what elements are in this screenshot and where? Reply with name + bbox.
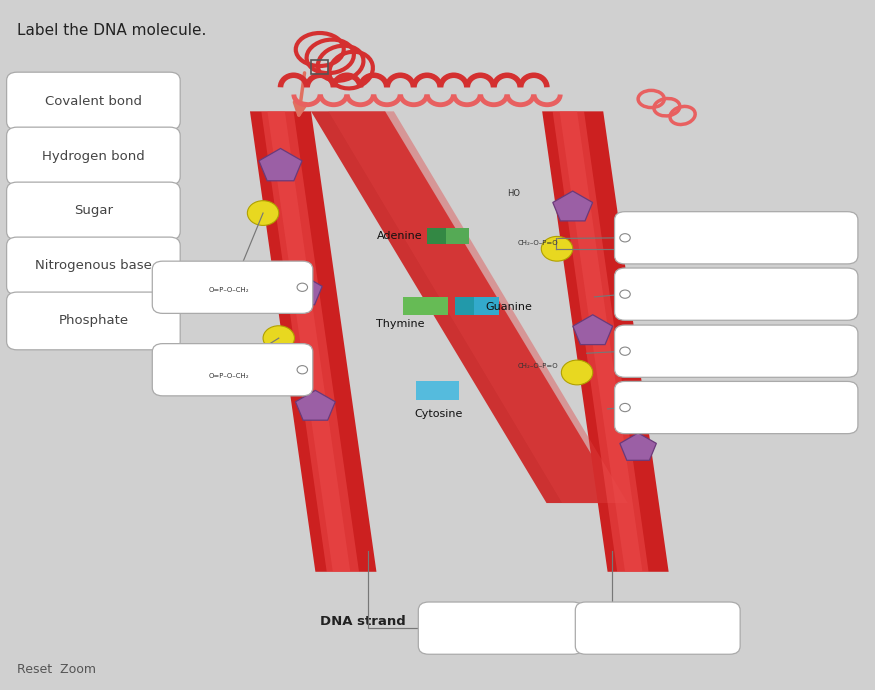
Text: Opposite
DNA strand: Opposite DNA strand: [593, 607, 679, 635]
Text: Sugar: Sugar: [74, 204, 113, 217]
Text: Adenine: Adenine: [376, 231, 422, 241]
Polygon shape: [402, 297, 448, 315]
Polygon shape: [542, 111, 668, 572]
Polygon shape: [416, 382, 459, 400]
Text: O=P–O–CH₂: O=P–O–CH₂: [209, 373, 249, 379]
FancyBboxPatch shape: [7, 127, 180, 185]
Polygon shape: [455, 297, 481, 315]
Polygon shape: [620, 433, 656, 460]
Circle shape: [542, 237, 573, 261]
FancyBboxPatch shape: [575, 602, 740, 654]
FancyBboxPatch shape: [614, 382, 858, 433]
Text: Nitrogenous base: Nitrogenous base: [35, 259, 152, 273]
FancyBboxPatch shape: [7, 72, 180, 130]
FancyBboxPatch shape: [614, 268, 858, 320]
FancyBboxPatch shape: [7, 182, 180, 240]
Polygon shape: [446, 228, 469, 244]
Text: Label the DNA molecule.: Label the DNA molecule.: [18, 23, 206, 39]
Text: CH₂–O–P=O: CH₂–O–P=O: [517, 363, 558, 368]
Polygon shape: [328, 111, 627, 503]
FancyBboxPatch shape: [7, 237, 180, 295]
Polygon shape: [250, 111, 376, 572]
Circle shape: [298, 283, 307, 291]
Circle shape: [620, 347, 630, 355]
Polygon shape: [268, 111, 350, 572]
Polygon shape: [553, 111, 648, 572]
Polygon shape: [262, 111, 359, 572]
Circle shape: [562, 360, 592, 385]
Text: Hydrogen bond: Hydrogen bond: [42, 150, 144, 163]
Text: Cytosine: Cytosine: [414, 408, 462, 419]
Polygon shape: [573, 315, 612, 344]
Text: O=P–O–CH₂: O=P–O–CH₂: [209, 287, 249, 293]
FancyBboxPatch shape: [152, 261, 312, 313]
Polygon shape: [311, 111, 620, 503]
Text: Covalent bond: Covalent bond: [45, 95, 142, 108]
Polygon shape: [259, 148, 302, 181]
Text: Reset  Zoom: Reset Zoom: [18, 663, 96, 676]
FancyBboxPatch shape: [614, 325, 858, 377]
FancyBboxPatch shape: [614, 212, 858, 264]
Polygon shape: [474, 297, 499, 315]
Circle shape: [620, 234, 630, 242]
Text: DNA strand: DNA strand: [320, 615, 406, 628]
Text: Phosphate: Phosphate: [59, 315, 129, 328]
Polygon shape: [553, 191, 592, 221]
FancyBboxPatch shape: [418, 602, 583, 654]
Circle shape: [263, 326, 295, 351]
FancyBboxPatch shape: [7, 292, 180, 350]
Polygon shape: [296, 391, 335, 420]
Polygon shape: [560, 111, 642, 572]
Circle shape: [620, 404, 630, 412]
Circle shape: [620, 290, 630, 298]
Circle shape: [298, 366, 307, 374]
Text: Guanine: Guanine: [486, 302, 532, 312]
Polygon shape: [283, 275, 322, 305]
FancyBboxPatch shape: [152, 344, 312, 396]
Text: Thymine: Thymine: [376, 319, 425, 329]
Text: HO: HO: [507, 189, 521, 198]
Circle shape: [248, 201, 279, 226]
Polygon shape: [427, 228, 453, 244]
Text: CH₂–O–P=O: CH₂–O–P=O: [517, 240, 558, 246]
